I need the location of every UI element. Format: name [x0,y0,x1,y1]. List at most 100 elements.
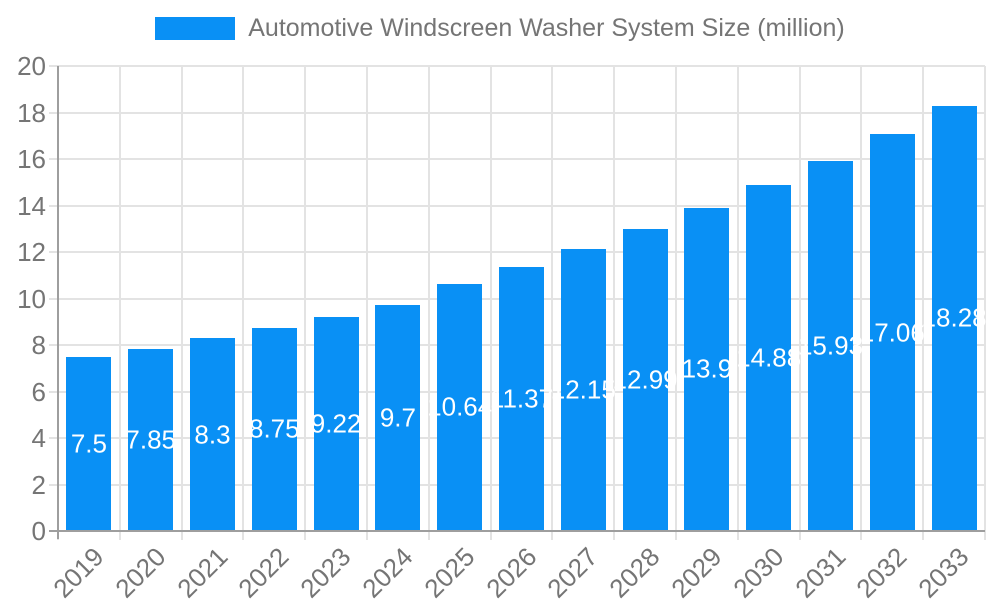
x-axis-tick [242,531,245,540]
h-gridline [58,204,985,207]
v-gridline [304,66,307,531]
x-tick-label: 2023 [294,541,357,600]
legend-label: Automotive Windscreen Washer System Size… [248,14,845,42]
legend-swatch [155,16,236,40]
legend-item[interactable]: Automotive Windscreen Washer System Size… [0,14,1000,42]
x-axis-labels: 2019 2020 2021 2022 2023 2024 2025 2026 2027 2028… [47,531,985,600]
y-axis-line [57,66,59,539]
v-gridline [118,66,121,531]
x-tick-label: 2022 [232,541,295,600]
v-gridline [427,66,430,531]
x-tick-label: 2030 [727,541,790,600]
y-tick-label: 0 [31,516,46,546]
y-axis-tick [49,251,58,253]
y-axis-tick [49,483,58,486]
bar-value-label: 14.88 [736,342,802,373]
bar-value-label: 9.7 [379,402,416,433]
h-gridline [58,65,985,67]
v-gridline [675,66,677,531]
bar [128,348,174,531]
bar-value-label: 18.28 [921,302,987,333]
bar [684,207,730,531]
x-tick-label: 2021 [170,541,234,600]
x-axis-tick [675,531,677,540]
bar-value-label: 7.5 [70,428,107,459]
bar-value-label: 11.37 [489,383,554,414]
v-gridline [366,66,368,531]
y-axis-tick [49,204,58,207]
bar [313,316,359,531]
bar [375,305,421,531]
y-tick-label: 6 [31,376,46,407]
v-gridline [798,66,801,531]
bar [190,338,235,531]
bar-value-label: 12.99 [612,364,678,395]
x-axis-line [49,530,985,532]
y-axis-tick [49,390,58,393]
x-axis-tick [118,531,121,540]
bar-value-label: 13.9 [681,353,733,384]
v-gridline [860,66,863,531]
v-gridline [242,66,245,531]
x-tick-label: 2032 [850,541,913,600]
bar [499,266,544,531]
x-tick-label: 2033 [912,541,975,600]
y-tick-label: 16 [17,144,46,174]
bar [869,134,915,531]
v-gridline [736,66,739,531]
v-gridline [551,66,554,531]
x-tick-label: 2028 [603,541,666,600]
x-axis-tick [489,531,492,540]
x-tick-label: 2020 [109,541,172,600]
y-tick-label: 4 [31,423,46,453]
v-gridline [489,66,492,531]
plot-area: 7.5 7.85 8.3 8.75 9.22 9.7 10.64 11.37 12.15 12.9… [49,65,987,540]
x-axis-tick [798,531,801,540]
bar-value-label: 8.3 [194,419,231,449]
y-tick-label: 14 [17,190,46,221]
x-axis-tick [427,531,430,540]
x-axis-tick [922,531,925,540]
y-axis-tick [49,65,58,67]
bar-value-label: 9.22 [310,408,362,439]
bar [622,228,668,531]
x-axis-tick [736,531,739,540]
y-axis-tick [49,344,58,346]
h-gridline [58,158,985,160]
x-tick-label: 2026 [479,541,543,600]
y-tick-label: 2 [31,469,46,500]
v-gridline [984,66,986,531]
y-axis-tick [49,158,58,160]
x-tick-label: 2027 [541,541,604,600]
x-tick-label: 2024 [356,541,419,600]
bar-value-label: 8.75 [248,413,300,444]
bar-value-label: 12.15 [550,374,616,405]
y-axis-tick [49,111,58,114]
x-tick-label: 2029 [665,541,728,600]
v-gridline [613,66,616,531]
bar [746,185,792,531]
x-tick-label: 2031 [788,541,852,600]
y-tick-label: 8 [31,330,46,360]
v-gridline [922,66,925,531]
bar [437,283,483,531]
bar [560,248,606,531]
x-tick-label: 2025 [418,541,481,600]
bar [251,327,297,531]
y-tick-label: 12 [17,237,46,267]
x-axis-tick [984,531,986,540]
y-axis-labels: 0 2 4 6 8 10 12 14 16 18 20 [0,53,46,544]
h-gridline [58,251,985,253]
x-axis-tick [613,531,616,540]
x-axis-tick [860,531,863,540]
x-axis-tick [551,531,554,540]
bar [931,106,977,531]
x-axis-tick [304,531,307,540]
bar [808,160,853,531]
y-axis-tick [49,437,58,439]
h-gridline [58,111,985,114]
bar-value-label: 7.85 [125,424,176,455]
y-tick-label: 18 [17,97,46,128]
x-axis-tick [180,531,183,540]
y-axis-tick [49,297,58,300]
